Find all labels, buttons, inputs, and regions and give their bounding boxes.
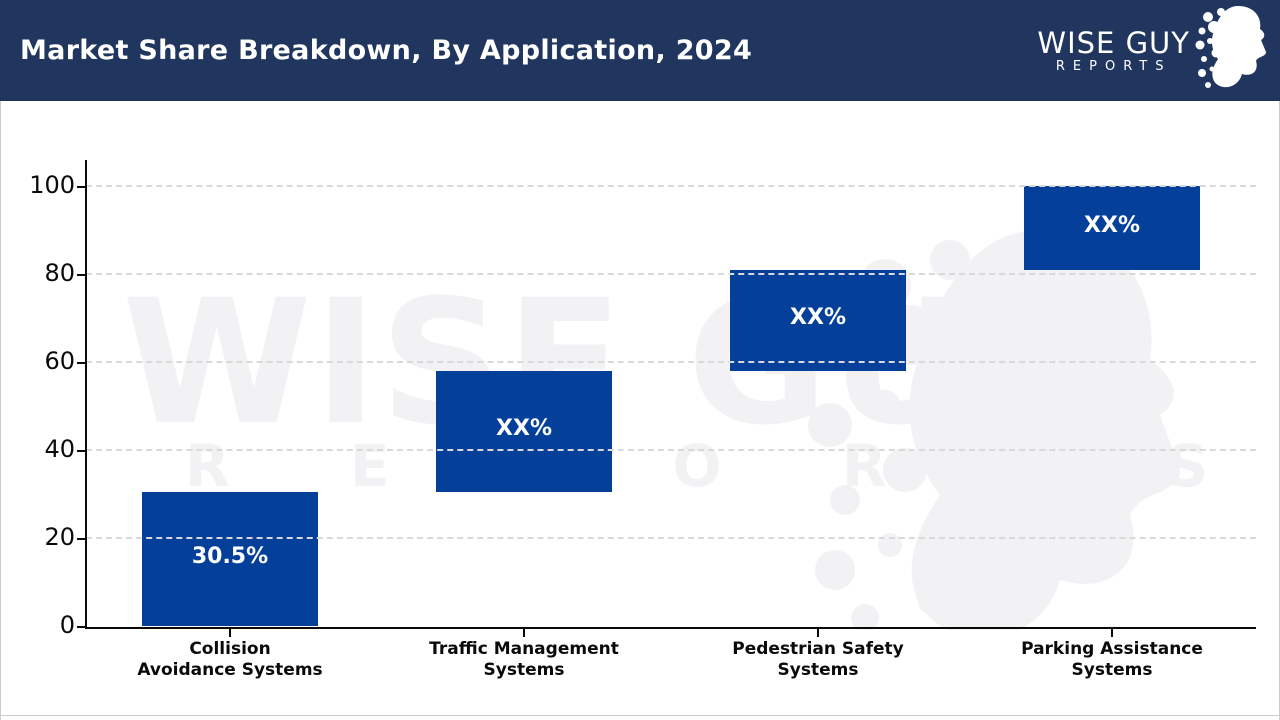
bar-traffic-management-systems bbox=[436, 370, 612, 492]
page-title: Market Share Breakdown, By Application, … bbox=[20, 35, 753, 66]
x-category-label: Parking Assistance Systems bbox=[1021, 639, 1203, 680]
gridline bbox=[86, 449, 1256, 451]
y-axis-line bbox=[85, 160, 87, 629]
bar-collision-avoidance-systems bbox=[142, 491, 318, 626]
bar-value-label: XX% bbox=[1084, 212, 1140, 238]
x-tick-mark bbox=[817, 629, 819, 637]
y-tick-label: 100 bbox=[29, 171, 75, 199]
x-category-label: Collision Avoidance Systems bbox=[137, 639, 323, 680]
frame-border-bottom bbox=[0, 715, 1280, 716]
bar-value-label: XX% bbox=[790, 305, 846, 331]
y-tick-label: 20 bbox=[44, 523, 75, 551]
y-tick-label: 80 bbox=[44, 259, 75, 287]
bar-parking-assistance-systems bbox=[1024, 186, 1200, 270]
brand-logo: WISE GUY REPORTS bbox=[1037, 3, 1280, 99]
gridline bbox=[86, 537, 1256, 539]
bar-pedestrian-safety-systems bbox=[730, 269, 906, 371]
brand-name: WISE GUY bbox=[1037, 25, 1190, 60]
y-tick-mark bbox=[77, 626, 85, 628]
frame-border-left bbox=[0, 101, 1, 720]
header-band: Market Share Breakdown, By Application, … bbox=[0, 0, 1280, 101]
x-tick-mark bbox=[229, 629, 231, 637]
y-tick-label: 40 bbox=[44, 435, 75, 463]
y-tick-mark bbox=[77, 450, 85, 452]
y-tick-label: 60 bbox=[44, 347, 75, 375]
x-tick-mark bbox=[523, 629, 525, 637]
brand-subtitle: REPORTS bbox=[1055, 58, 1172, 74]
brand-head-icon bbox=[1194, 3, 1266, 99]
y-tick-mark bbox=[77, 538, 85, 540]
y-tick-label: 0 bbox=[59, 611, 75, 639]
brand-logo-text: WISE GUY REPORTS bbox=[1037, 28, 1190, 74]
x-tick-mark bbox=[1111, 629, 1113, 637]
y-tick-mark bbox=[77, 274, 85, 276]
bar-value-label: 30.5% bbox=[191, 543, 269, 569]
y-tick-mark bbox=[77, 186, 85, 188]
x-axis-line bbox=[85, 627, 1256, 629]
gridline bbox=[86, 273, 1256, 275]
gridline bbox=[86, 185, 1256, 187]
x-category-label: Traffic Management Systems bbox=[429, 639, 619, 680]
y-tick-mark bbox=[77, 362, 85, 364]
x-category-label: Pedestrian Safety Systems bbox=[732, 639, 904, 680]
bar-value-label: XX% bbox=[496, 416, 552, 442]
gridline bbox=[86, 361, 1256, 363]
